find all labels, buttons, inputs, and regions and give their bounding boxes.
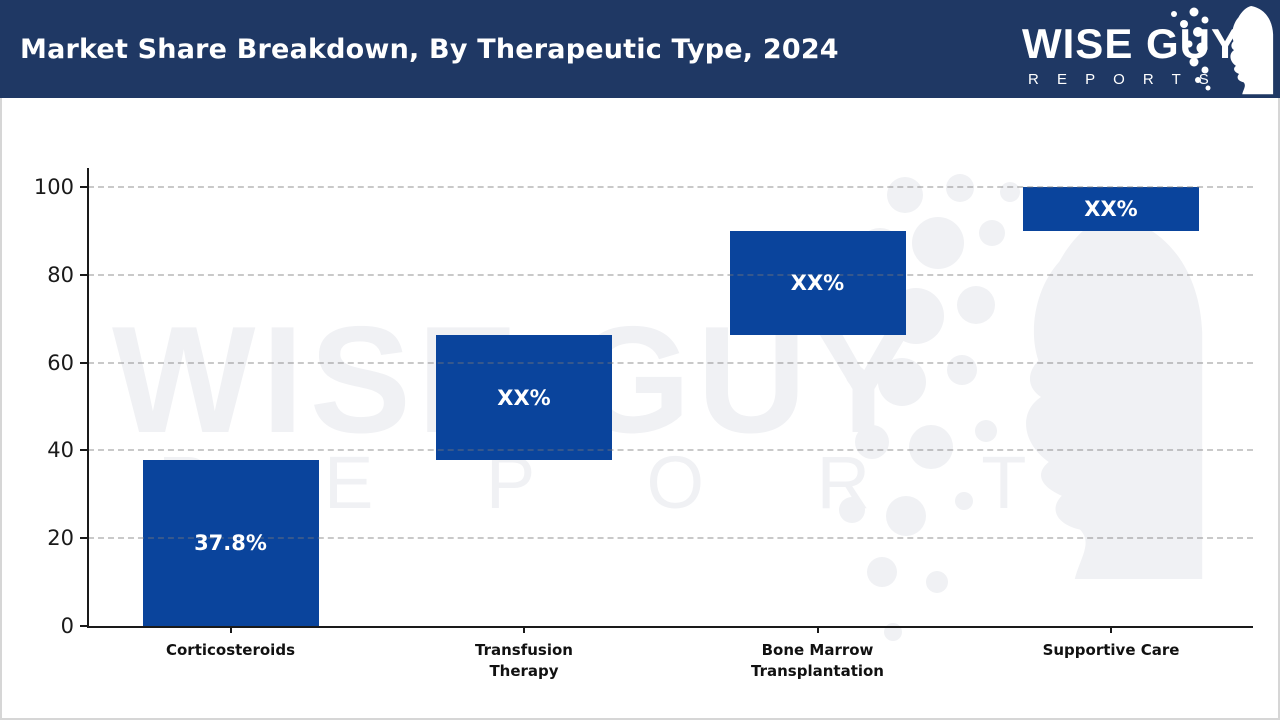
x-axis bbox=[87, 626, 1253, 628]
header-bar: Market Share Breakdown, By Therapeutic T… bbox=[0, 0, 1280, 98]
x-category-label: Bone Marrow Transplantation bbox=[751, 641, 884, 680]
bar-supportive-care bbox=[1023, 187, 1199, 231]
y-tick-label: 40 bbox=[47, 438, 74, 463]
gridline-20 bbox=[88, 537, 1253, 540]
watermark-subtext: R E P O R T S bbox=[158, 441, 1233, 524]
x-tick bbox=[523, 626, 525, 633]
y-tick bbox=[80, 186, 87, 188]
x-tick bbox=[229, 626, 232, 633]
dotted-head-profile-icon bbox=[1171, 6, 1274, 95]
x-category-label: Corticosteroids bbox=[165, 641, 296, 659]
bar-value-label: XX% bbox=[1084, 196, 1138, 221]
y-tick bbox=[80, 449, 87, 452]
gridline-60 bbox=[88, 361, 1253, 364]
bar-transfusion-therapy bbox=[436, 334, 612, 461]
y-tick-label: 80 bbox=[47, 262, 74, 287]
x-tick bbox=[816, 626, 819, 633]
y-tick bbox=[80, 273, 87, 276]
gridline-80 bbox=[88, 273, 1253, 276]
y-tick bbox=[80, 537, 87, 540]
bar-corticosteroids bbox=[142, 460, 319, 626]
bar-value-label: XX% bbox=[497, 385, 551, 410]
bar-value-label: XX% bbox=[790, 270, 845, 295]
y-tick-label: 0 bbox=[60, 614, 74, 638]
x-category-label: Supportive Care bbox=[1042, 641, 1180, 659]
bar-value-label: 37.8% bbox=[194, 531, 267, 556]
y-tick bbox=[80, 625, 87, 627]
wise-guy-reports-logo: WISE GUY R E P O R T S bbox=[1022, 6, 1274, 95]
y-tick-label: 60 bbox=[47, 350, 74, 375]
chart-title: Market Share Breakdown, By Therapeutic T… bbox=[20, 33, 839, 65]
gridline-40 bbox=[88, 449, 1253, 452]
logo-wordmark: WISE GUY bbox=[1022, 20, 1240, 67]
x-category-label: Transfusion Therapy bbox=[475, 641, 573, 680]
y-axis bbox=[87, 168, 89, 628]
y-tick-label: 100 bbox=[33, 175, 74, 199]
x-tick bbox=[1110, 626, 1112, 633]
logo-subtext: R E P O R T S bbox=[1028, 71, 1216, 88]
bar-bone-marrow-transplantation bbox=[729, 230, 906, 335]
y-tick bbox=[80, 361, 87, 364]
y-tick-label: 20 bbox=[47, 526, 74, 551]
gridline-100 bbox=[88, 186, 1253, 188]
